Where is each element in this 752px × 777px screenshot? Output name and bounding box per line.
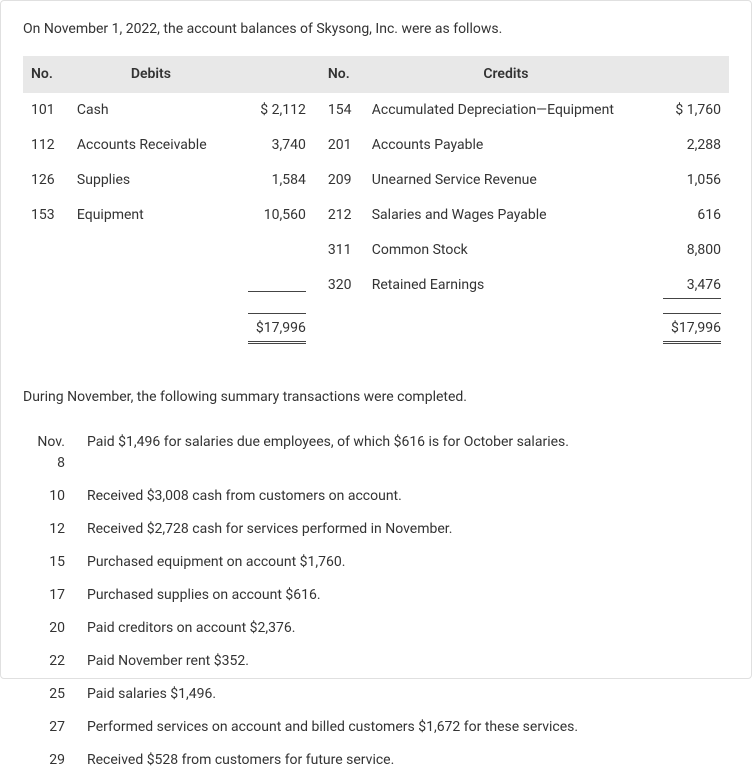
credit-amount: 2,288 xyxy=(648,128,729,163)
transaction-date: 12 xyxy=(23,513,79,546)
balance-row: 112 Accounts Receivable 3,740 201 Accoun… xyxy=(23,128,729,163)
transaction-date: 22 xyxy=(23,645,79,678)
transaction-date: 15 xyxy=(23,546,79,579)
document-container: On November 1, 2022, the account balance… xyxy=(0,0,752,679)
transaction-date: 10 xyxy=(23,480,79,513)
transaction-desc: Paid November rent $352. xyxy=(79,645,586,678)
balance-row: 153 Equipment 10,560 212 Salaries and Wa… xyxy=(23,198,729,233)
transaction-desc: Paid creditors on account $2,376. xyxy=(79,612,586,645)
transaction-date: 17 xyxy=(23,579,79,612)
balance-row: 311 Common Stock 8,800 xyxy=(23,233,729,268)
transaction-row: 20 Paid creditors on account $2,376. xyxy=(23,612,586,645)
transaction-row: 27 Performed services on account and bil… xyxy=(23,711,586,744)
transaction-row: 15 Purchased equipment on account $1,760… xyxy=(23,546,586,579)
debit-no: 112 xyxy=(23,128,69,163)
credit-name: Common Stock xyxy=(364,233,648,268)
credit-no: 209 xyxy=(314,163,364,198)
header-blank1 xyxy=(233,56,314,93)
transaction-desc: Purchased equipment on account $1,760. xyxy=(79,546,586,579)
section2-text: During November, the following summary t… xyxy=(23,387,729,408)
transaction-desc: Performed services on account and billed… xyxy=(79,711,586,744)
credit-amount: 616 xyxy=(648,198,729,233)
debit-name: Cash xyxy=(69,93,233,128)
credit-no: 154 xyxy=(314,93,364,128)
debit-no: 126 xyxy=(23,163,69,198)
transaction-date: 25 xyxy=(23,678,79,711)
balance-total-row: $17,996 $17,996 xyxy=(23,306,729,351)
credit-name: Accounts Payable xyxy=(364,128,648,163)
debit-name: Supplies xyxy=(69,163,233,198)
balance-table: No. Debits No. Credits 101 Cash $ 2,112 … xyxy=(23,56,729,351)
transaction-desc: Received $3,008 cash from customers on a… xyxy=(79,480,586,513)
credit-amount: $ 1,760 xyxy=(648,93,729,128)
credit-no: 201 xyxy=(314,128,364,163)
transaction-row: Nov. 8 Paid $1,496 for salaries due empl… xyxy=(23,426,586,480)
header-credits: Credits xyxy=(364,56,648,93)
transaction-row: 25 Paid salaries $1,496. xyxy=(23,678,586,711)
transaction-row: 29 Received $528 from customers for futu… xyxy=(23,744,586,777)
header-blank2 xyxy=(648,56,729,93)
transaction-date: 20 xyxy=(23,612,79,645)
credit-name: Salaries and Wages Payable xyxy=(364,198,648,233)
credit-amount: 1,056 xyxy=(648,163,729,198)
credit-name: Unearned Service Revenue xyxy=(364,163,648,198)
balance-row: 126 Supplies 1,584 209 Unearned Service … xyxy=(23,163,729,198)
debit-total: $17,996 xyxy=(248,313,306,344)
transaction-row: 10 Received $3,008 cash from customers o… xyxy=(23,480,586,513)
transactions-table: Nov. 8 Paid $1,496 for salaries due empl… xyxy=(23,426,586,777)
transaction-desc: Received $2,728 cash for services perfor… xyxy=(79,513,586,546)
header-no2: No. xyxy=(314,56,364,93)
transaction-desc: Purchased supplies on account $616. xyxy=(79,579,586,612)
transaction-desc: Paid $1,496 for salaries due employees, … xyxy=(79,426,586,480)
debit-no: 101 xyxy=(23,93,69,128)
credit-amount: 3,476 xyxy=(648,268,729,306)
debit-no: 153 xyxy=(23,198,69,233)
debit-amount: 1,584 xyxy=(233,163,314,198)
credit-no: 212 xyxy=(314,198,364,233)
debit-amount: 10,560 xyxy=(233,198,314,233)
header-debits: Debits xyxy=(69,56,233,93)
transaction-date: 29 xyxy=(23,744,79,777)
credit-amount: 8,800 xyxy=(648,233,729,268)
transaction-desc: Received $528 from customers for future … xyxy=(79,744,586,777)
debit-amount: $ 2,112 xyxy=(233,93,314,128)
header-no1: No. xyxy=(23,56,69,93)
credit-total: $17,996 xyxy=(663,313,721,344)
credit-name: Accumulated Depreciation—Equipment xyxy=(364,93,648,128)
transaction-row: 17 Purchased supplies on account $616. xyxy=(23,579,586,612)
transaction-row: 12 Received $2,728 cash for services per… xyxy=(23,513,586,546)
balance-row: 101 Cash $ 2,112 154 Accumulated Depreci… xyxy=(23,93,729,128)
debit-name: Equipment xyxy=(69,198,233,233)
intro-text: On November 1, 2022, the account balance… xyxy=(23,19,729,40)
transaction-desc: Paid salaries $1,496. xyxy=(79,678,586,711)
transaction-row: 22 Paid November rent $352. xyxy=(23,645,586,678)
debit-name: Accounts Receivable xyxy=(69,128,233,163)
balance-header-row: No. Debits No. Credits xyxy=(23,56,729,93)
balance-row: 320 Retained Earnings 3,476 xyxy=(23,268,729,306)
credit-no: 311 xyxy=(314,233,364,268)
transaction-date: Nov. 8 xyxy=(23,426,79,480)
credit-name: Retained Earnings xyxy=(364,268,648,306)
transaction-date: 27 xyxy=(23,711,79,744)
credit-no: 320 xyxy=(314,268,364,306)
debit-amount: 3,740 xyxy=(233,128,314,163)
